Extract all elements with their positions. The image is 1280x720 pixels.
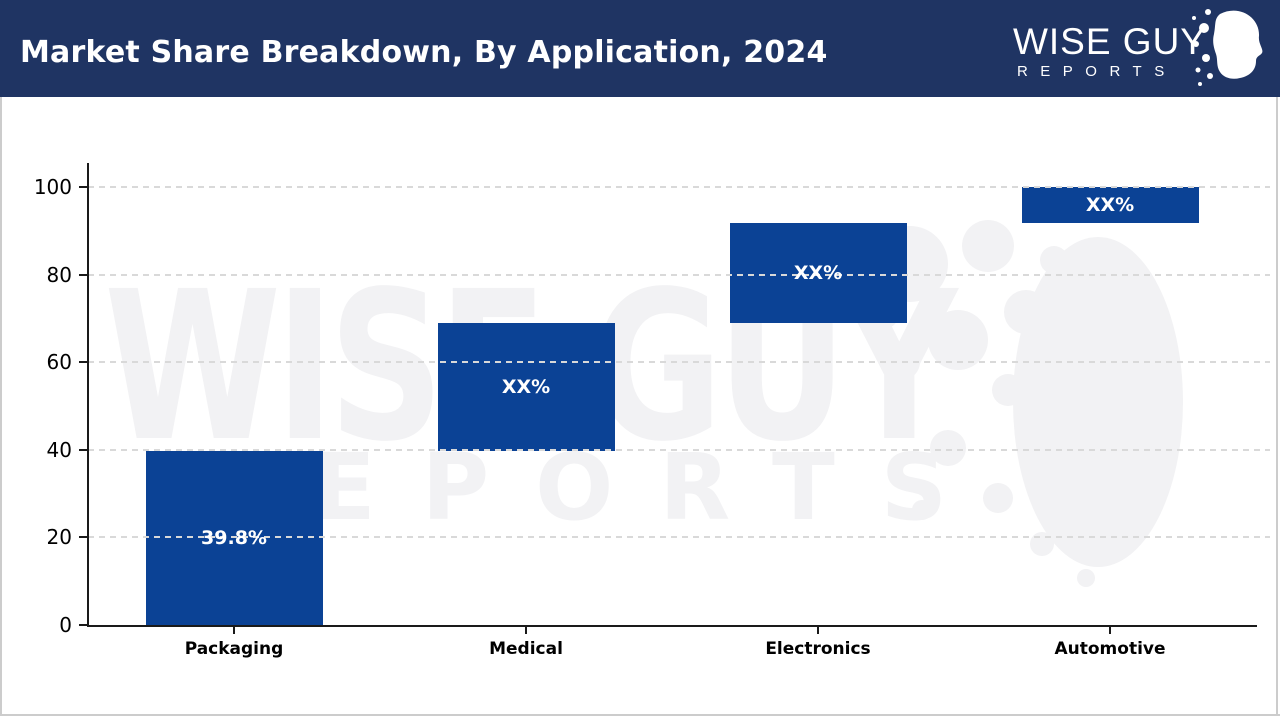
frame-border-right: [1276, 97, 1278, 714]
frame-border-bottom: [0, 714, 1280, 716]
logo-line2: REPORTS: [1016, 62, 1177, 80]
gridline-20: [88, 536, 1270, 539]
page-title: Market Share Breakdown, By Application, …: [20, 35, 828, 70]
x-tick-mark: [233, 626, 235, 634]
header-band: Market Share Breakdown, By Application, …: [0, 0, 1280, 97]
y-axis-line: [87, 163, 89, 627]
gridline-40: [88, 448, 1270, 451]
y-tick-label: 80: [46, 262, 72, 287]
y-tick-label: 40: [46, 437, 72, 462]
bar-automotive: [1021, 187, 1199, 223]
logo-wordmark: WISE GUY REPORTS: [1013, 23, 1206, 79]
y-tick-mark: [79, 273, 88, 276]
frame-border-left: [0, 97, 2, 714]
x-category-label-automotive: Automotive: [1054, 639, 1166, 659]
logo-line1: WISE GUY: [1012, 20, 1206, 62]
x-category-label-electronics: Electronics: [765, 639, 871, 659]
y-tick-label: 0: [59, 613, 72, 637]
bar-medical: [437, 322, 615, 451]
y-tick-mark: [79, 361, 88, 364]
y-tick-label: 20: [46, 525, 72, 550]
y-tick-mark: [79, 186, 88, 188]
x-axis-line: [87, 625, 1257, 627]
watermark-head-icon: [872, 220, 1183, 587]
y-tick-mark: [79, 624, 88, 626]
bar-value-label-packaging: 39.8%: [201, 526, 267, 549]
gridline-100: [88, 186, 1270, 188]
bar-value-label-automotive: XX%: [1085, 193, 1135, 216]
y-tick-label: 60: [46, 350, 72, 375]
y-tick-mark: [79, 448, 88, 451]
x-tick-mark: [1109, 626, 1111, 634]
x-category-label-medical: Medical: [489, 639, 563, 659]
y-tick-mark: [79, 536, 88, 539]
gridline-80: [88, 273, 1270, 276]
bar-value-label-medical: XX%: [501, 375, 551, 398]
x-tick-mark: [817, 626, 819, 634]
bar-electronics: [729, 222, 907, 323]
gridline-60: [88, 361, 1270, 364]
x-tick-mark: [525, 626, 527, 634]
wise-guy-reports-logo: WISE GUY REPORTS: [1013, 4, 1270, 94]
x-category-label-packaging: Packaging: [184, 639, 284, 659]
y-tick-label: 100: [33, 175, 72, 199]
dotted-head-profile-icon: [1192, 8, 1263, 86]
bar-value-label-electronics: XX%: [793, 261, 843, 284]
